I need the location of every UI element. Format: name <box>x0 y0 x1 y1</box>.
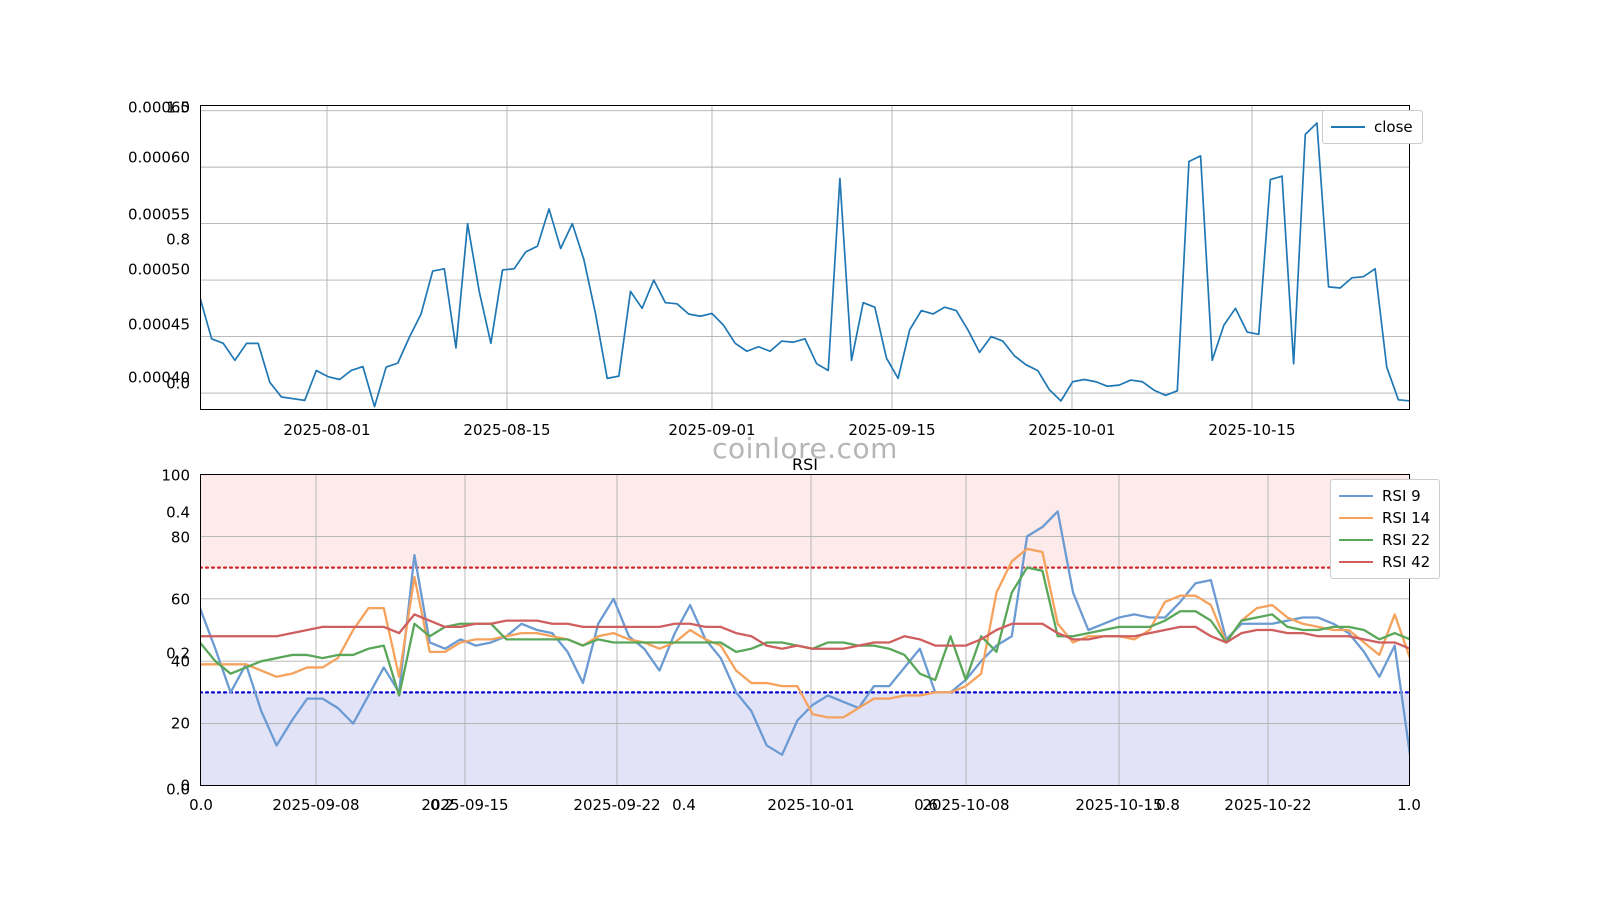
legend-label-close: close <box>1374 118 1413 136</box>
rsi-x-tick: 2025-10-08 <box>922 796 1010 814</box>
rsi-x-tick: 2025-09-15 <box>421 796 509 814</box>
rsi-panel-title: RSI <box>792 455 818 474</box>
price-x-tick: 2025-10-01 <box>1028 421 1116 439</box>
rsi-plot-area <box>200 474 1410 786</box>
rsi-x-tick: 2025-09-08 <box>272 796 360 814</box>
rsi-y-tick-secondary: 0.0 <box>166 780 190 799</box>
price-x-tick: 2025-09-01 <box>668 421 756 439</box>
price-x-tick: 2025-09-15 <box>848 421 936 439</box>
price-y-tick-secondary: 0.8 <box>166 230 190 249</box>
legend-item-rsi9[interactable]: RSI 9 <box>1339 485 1430 507</box>
rsi14-line-swatch <box>1339 517 1373 519</box>
rsi-x-tick: 2025-10-22 <box>1224 796 1312 814</box>
price-y-tick: 0.00055 <box>127 205 190 224</box>
rsi-y-tick-secondary: 0.4 <box>166 503 190 522</box>
price-panel <box>200 105 1410 410</box>
rsi-x-tick-secondary: 0.4 <box>672 796 696 814</box>
price-y-tick-secondary: 0.0 <box>166 374 190 393</box>
rsi42-line-swatch <box>1339 561 1373 563</box>
price-legend[interactable]: close <box>1322 110 1423 144</box>
price-x-tick: 2025-08-01 <box>283 421 371 439</box>
rsi-panel <box>200 474 1410 786</box>
price-plot-area <box>200 105 1410 410</box>
close-line-swatch <box>1331 126 1365 128</box>
price-x-tick: 2025-10-15 <box>1208 421 1296 439</box>
legend-label-rsi42: RSI 42 <box>1382 553 1431 571</box>
rsi-y-tick: 80 <box>170 528 190 547</box>
rsi-y-tick: 100 <box>161 466 190 485</box>
watermark: coinlore.com <box>712 432 898 465</box>
legend-label-rsi22: RSI 22 <box>1382 531 1431 549</box>
price-y-tick: 0.00040 <box>127 368 190 387</box>
legend-item-rsi22[interactable]: RSI 22 <box>1339 529 1430 551</box>
rsi-x-tick-secondary: 0.2 <box>430 796 454 814</box>
rsi22-line-swatch <box>1339 539 1373 541</box>
legend-item-rsi42[interactable]: RSI 42 <box>1339 551 1430 573</box>
price-y-tick-secondary: 1.0 <box>166 98 190 117</box>
rsi-x-tick: 2025-09-22 <box>573 796 661 814</box>
price-x-tick: 2025-08-15 <box>463 421 551 439</box>
rsi-x-tick-secondary: 0.0 <box>189 796 213 814</box>
rsi-x-tick-secondary: 0.8 <box>1156 796 1180 814</box>
price-y-tick: 0.00050 <box>127 260 190 279</box>
rsi-legend[interactable]: RSI 9 RSI 14 RSI 22 RSI 42 <box>1330 479 1441 579</box>
legend-label-rsi9: RSI 9 <box>1382 487 1421 505</box>
legend-item-close[interactable]: close <box>1331 116 1413 138</box>
rsi-x-tick-secondary: 1.0 <box>1397 796 1421 814</box>
rsi-y-tick-secondary: 0.2 <box>166 644 190 663</box>
rsi-x-tick: 2025-10-15 <box>1075 796 1163 814</box>
price-y-tick: 0.00045 <box>127 315 190 334</box>
legend-item-rsi14[interactable]: RSI 14 <box>1339 507 1430 529</box>
rsi9-line-swatch <box>1339 495 1373 497</box>
price-y-tick: 0.00065 <box>127 98 190 117</box>
rsi-y-tick: 20 <box>170 714 190 733</box>
rsi-y-tick: 60 <box>170 590 190 609</box>
rsi-x-tick: 2025-10-01 <box>767 796 855 814</box>
rsi-x-tick-secondary: 0.6 <box>914 796 938 814</box>
price-y-tick: 0.00060 <box>127 148 190 167</box>
legend-label-rsi14: RSI 14 <box>1382 509 1431 527</box>
rsi-y-tick: 40 <box>170 652 190 671</box>
rsi-y-tick: 0 <box>180 776 190 795</box>
